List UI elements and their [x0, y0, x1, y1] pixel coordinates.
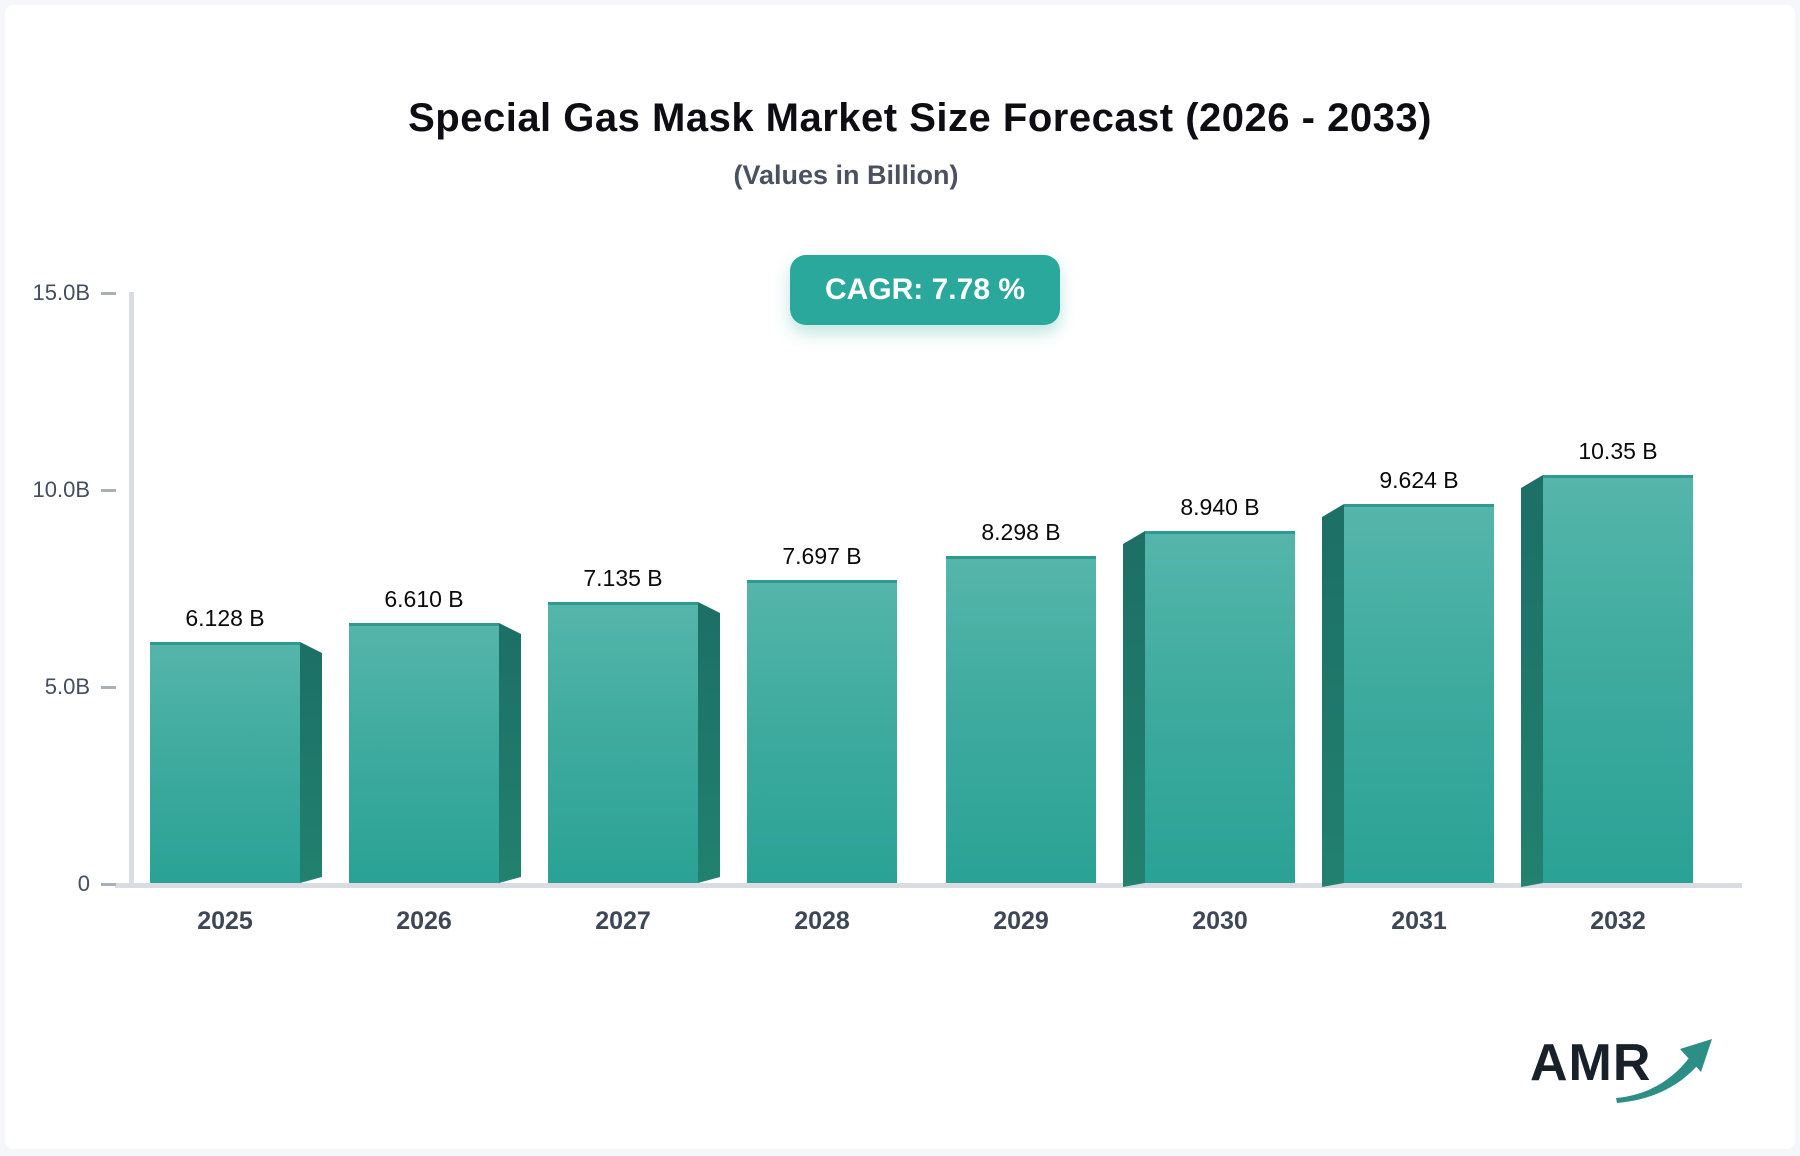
y-axis-tick: [101, 292, 116, 295]
y-axis-tick: [101, 489, 116, 492]
x-axis-label-2026: 2026: [396, 907, 452, 935]
bar-2026: [349, 623, 499, 883]
y-axis-label: 15.0B: [32, 280, 91, 305]
y-axis-label: 10.0B: [32, 477, 91, 502]
bar-side-face-2027: [698, 602, 720, 883]
bar-value-label: 7.697 B: [782, 543, 862, 569]
bar-side-face-2030: [1123, 531, 1145, 887]
y-axis-label: 0: [77, 871, 90, 896]
bar-side-face-2032: [1521, 475, 1543, 887]
y-axis-tick: [101, 883, 116, 886]
cagr-badge: CAGR: 7.78 %: [790, 255, 1060, 325]
bar-2028: [747, 580, 897, 883]
bar-value-label: 10.35 B: [1578, 438, 1658, 464]
amr-logo-text: AMR: [1530, 1034, 1652, 1092]
x-axis-label-2027: 2027: [595, 907, 651, 935]
x-axis-label-2030: 2030: [1192, 907, 1248, 935]
chart-subtitle: (Values in Billion): [733, 160, 959, 190]
x-axis-baseline: [115, 883, 1742, 888]
bar-side-face-2031: [1322, 504, 1344, 887]
x-axis-label-2032: 2032: [1590, 907, 1646, 935]
bar-value-label: 9.624 B: [1379, 467, 1459, 493]
x-axis-label-2028: 2028: [794, 907, 850, 935]
bar-2025: [150, 642, 300, 883]
bar-value-label: 6.128 B: [185, 605, 265, 631]
bar-2027: [548, 602, 698, 883]
bar-side-face-2025: [300, 642, 322, 883]
y-axis-label: 5.0B: [44, 674, 90, 699]
card-background: [5, 5, 1795, 1149]
x-axis-label-2029: 2029: [993, 907, 1049, 935]
x-axis-label-2031: 2031: [1391, 907, 1447, 935]
bar-value-label: 7.135 B: [583, 565, 663, 591]
bar-value-label: 8.298 B: [981, 519, 1061, 545]
bar-side-face-2026: [499, 623, 521, 883]
bar-value-label: 8.940 B: [1180, 494, 1260, 520]
amr-logo: AMR: [1530, 1033, 1720, 1108]
y-axis-line: [129, 292, 134, 888]
bar-2031: [1344, 504, 1494, 883]
y-axis-tick: [101, 686, 116, 689]
bar-2032: [1543, 475, 1693, 883]
bar-value-label: 6.610 B: [384, 586, 464, 612]
x-axis-label-2025: 2025: [197, 907, 253, 935]
trend-up-arrow-icon: [1616, 1039, 1712, 1103]
chart-title: Special Gas Mask Market Size Forecast (2…: [408, 96, 1432, 140]
bar-2029: [946, 556, 1096, 883]
bar-2030: [1145, 531, 1295, 883]
